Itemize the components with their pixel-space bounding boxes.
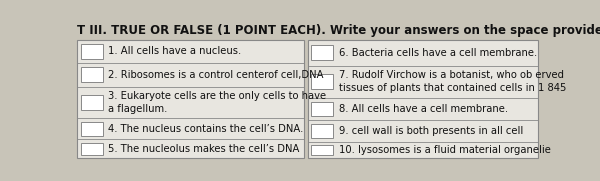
Bar xyxy=(80,94,103,110)
Text: 4. The nucleus contains the cell’s DNA.: 4. The nucleus contains the cell’s DNA. xyxy=(109,124,304,134)
Text: 5. The nucleolus makes the cell’s DNA: 5. The nucleolus makes the cell’s DNA xyxy=(109,144,300,154)
Bar xyxy=(80,143,103,155)
Text: 8. All cells have a cell membrane.: 8. All cells have a cell membrane. xyxy=(338,104,508,114)
Bar xyxy=(311,124,333,138)
Bar xyxy=(77,40,304,158)
Text: 1. All cells have a nucleus.: 1. All cells have a nucleus. xyxy=(109,46,242,56)
Text: 6. Bacteria cells have a cell membrane.: 6. Bacteria cells have a cell membrane. xyxy=(338,48,537,58)
Text: 9. cell wall is both presents in all cell: 9. cell wall is both presents in all cel… xyxy=(338,126,523,136)
Bar xyxy=(311,45,333,60)
Text: T III. TRUE OR FALSE (1 POINT EACH). Write your answers on the space provided fo: T III. TRUE OR FALSE (1 POINT EACH). Wri… xyxy=(77,24,600,37)
Text: 2. Ribosomes is a control centerof cell,DNA: 2. Ribosomes is a control centerof cell,… xyxy=(109,70,324,80)
Bar xyxy=(308,40,538,158)
Bar xyxy=(80,67,103,82)
Text: 10. lysosomes is a fluid material organelie: 10. lysosomes is a fluid material organe… xyxy=(338,145,551,155)
Text: 7. Rudolf Virchow is a botanist, who ob erved
tissues of plants that contained c: 7. Rudolf Virchow is a botanist, who ob … xyxy=(338,70,566,93)
Bar xyxy=(311,74,333,89)
Bar xyxy=(311,102,333,116)
Bar xyxy=(80,44,103,59)
Text: 3. Eukaryote cells are the only cells to have
a flagellum.: 3. Eukaryote cells are the only cells to… xyxy=(109,91,326,114)
Bar xyxy=(311,145,333,155)
Bar xyxy=(80,122,103,136)
